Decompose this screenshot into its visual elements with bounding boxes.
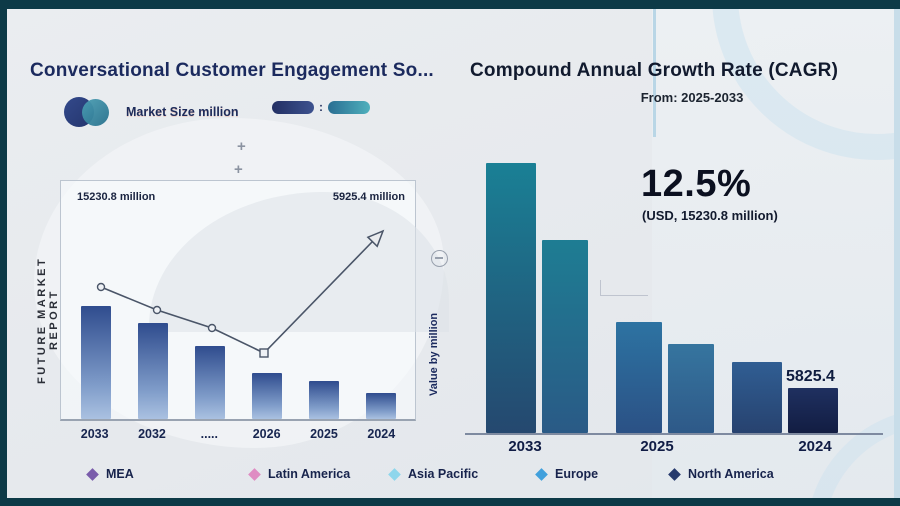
cagr-x-axis-line: [465, 433, 883, 435]
cagr-bar-2033-series2: [542, 240, 588, 433]
legend-label: Asia Pacific: [408, 467, 479, 481]
market-size-bar-2024: [365, 393, 396, 419]
legend-item-latin-america: Latin America: [248, 467, 351, 481]
decorative-step-line: [600, 280, 648, 296]
frame-left-border: [0, 0, 7, 506]
market-size-x-label-.....: .....: [200, 427, 218, 441]
cagr-bar-2025-series1: [616, 322, 662, 433]
cagr-bar-group-2025: [616, 322, 714, 433]
right-chart-title: Compound Annual Growth Rate (CAGR): [470, 60, 839, 81]
divider-line: [653, 9, 656, 137]
legend-diamond-icon: [248, 467, 261, 481]
market-size-x-label-2024: 2024: [367, 427, 396, 441]
cagr-period-subtitle: From: 2025-2033: [640, 90, 744, 105]
left-chart-title: Conversational Customer Engagement So...: [30, 60, 434, 81]
cagr-x-label-2033: 2033: [508, 438, 542, 455]
pill-teal: [328, 101, 370, 114]
legend-item-asia-pacific: Asia Pacific: [388, 467, 479, 481]
region-legend: MEA Latin America Asia Pacific Europe North …: [0, 467, 900, 491]
market-size-icon: [64, 96, 114, 128]
cagr-bar-group-2024: [732, 362, 838, 433]
legend-diamond-icon: [668, 467, 681, 481]
pill-navy: [272, 101, 314, 114]
legend-label: North America: [688, 467, 774, 481]
market-size-x-label-2032: 2032: [138, 427, 166, 441]
market-size-x-axis: 2033 2032..... 2026 2025 2024: [60, 427, 416, 441]
legend-item-europe: Europe: [535, 467, 599, 481]
legend-diamond-icon: [535, 467, 548, 481]
cagr-usd-note: (USD, 15230.8 million): [642, 208, 778, 223]
scale-pills: :: [272, 101, 370, 114]
market-size-chart: 15230.8 million 5925.4 million: [60, 180, 449, 421]
cagr-y-axis-label: Value by million: [428, 312, 440, 396]
brand-watermark: FUTURE MARKET REPORT: [36, 256, 60, 384]
market-size-bar-2025: [308, 381, 339, 419]
value-callout-5825: 5825.4: [786, 368, 835, 385]
plus-icon: +: [237, 138, 246, 155]
pill-separator: :: [319, 100, 323, 114]
legend-item-north-america: North America: [668, 467, 774, 481]
cagr-x-label-2025: 2025: [640, 438, 674, 455]
market-size-x-label-2026: 2026: [252, 427, 281, 441]
market-size-x-label-2033: 2033: [80, 427, 109, 441]
cagr-bar-2024-series1: [732, 362, 782, 433]
collapse-circle-icon: [431, 250, 448, 267]
market-size-bar-2032: [137, 323, 168, 419]
annotation-2033-value: 15230.8 million: [77, 191, 156, 203]
legend-item-mea: MEA: [86, 467, 134, 481]
cagr-percentage: 12.5%: [641, 163, 752, 205]
market-size-bars: [61, 181, 415, 419]
market-size-legend: Market Size million: [64, 96, 239, 128]
market-size-bar-2026: [251, 373, 282, 419]
cagr-bar-2024-series2: [788, 388, 838, 433]
frame-bottom-border: [0, 498, 900, 506]
frame-right-accent: [894, 9, 900, 506]
annotation-2024-value: 5925.4 million: [332, 191, 405, 203]
legend-diamond-icon: [388, 467, 401, 481]
legend-label: Latin America: [268, 467, 351, 481]
legend-diamond-icon: [86, 467, 99, 481]
market-size-x-label-2025: 2025: [310, 427, 338, 441]
legend-label: Europe: [555, 467, 599, 481]
frame-top-border: [0, 0, 900, 9]
cagr-x-label-2024: 2024: [798, 438, 832, 455]
legend-label: MEA: [106, 467, 134, 481]
cagr-bar-2033-series1: [486, 163, 536, 433]
cagr-bar-group-2033: [486, 163, 588, 433]
market-size-bar-.....: [194, 346, 225, 419]
market-size-bar-2033: [80, 306, 111, 419]
market-size-legend-label: Market Size million: [126, 105, 239, 119]
cagr-bar-2025-series2: [668, 344, 714, 433]
plus-icon: +: [234, 161, 243, 178]
